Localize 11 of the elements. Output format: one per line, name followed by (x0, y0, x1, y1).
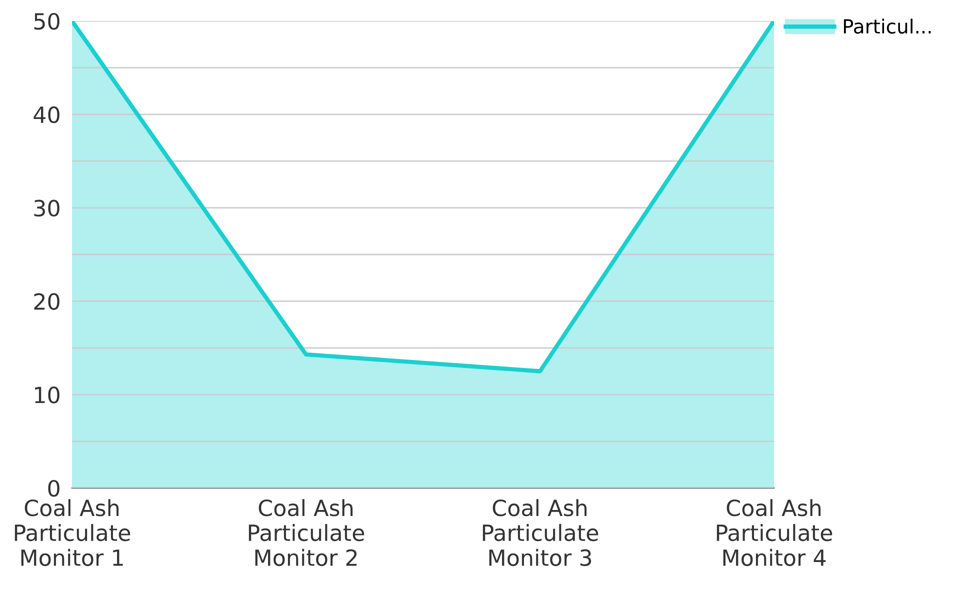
y-tick-label: 20 (34, 293, 60, 310)
legend-label: Particul... (844, 18, 931, 34)
y-tick-label: 10 (35, 386, 60, 404)
y-tick-label: 40 (34, 106, 60, 124)
y-tick-label: 30 (34, 200, 60, 217)
x-tick-label: Coal Ash Particulate Monitor 2 (248, 499, 364, 566)
x-tick-label: Coal Ash Particulate Monitor 1 (14, 499, 130, 566)
y-tick-label: 0 (48, 480, 60, 497)
y-tick-label: 50 (34, 12, 60, 30)
x-tick-label: Coal Ash Particulate Monitor 4 (716, 499, 832, 566)
x-tick-label: Coal Ash Particulate Monitor 3 (482, 499, 598, 566)
